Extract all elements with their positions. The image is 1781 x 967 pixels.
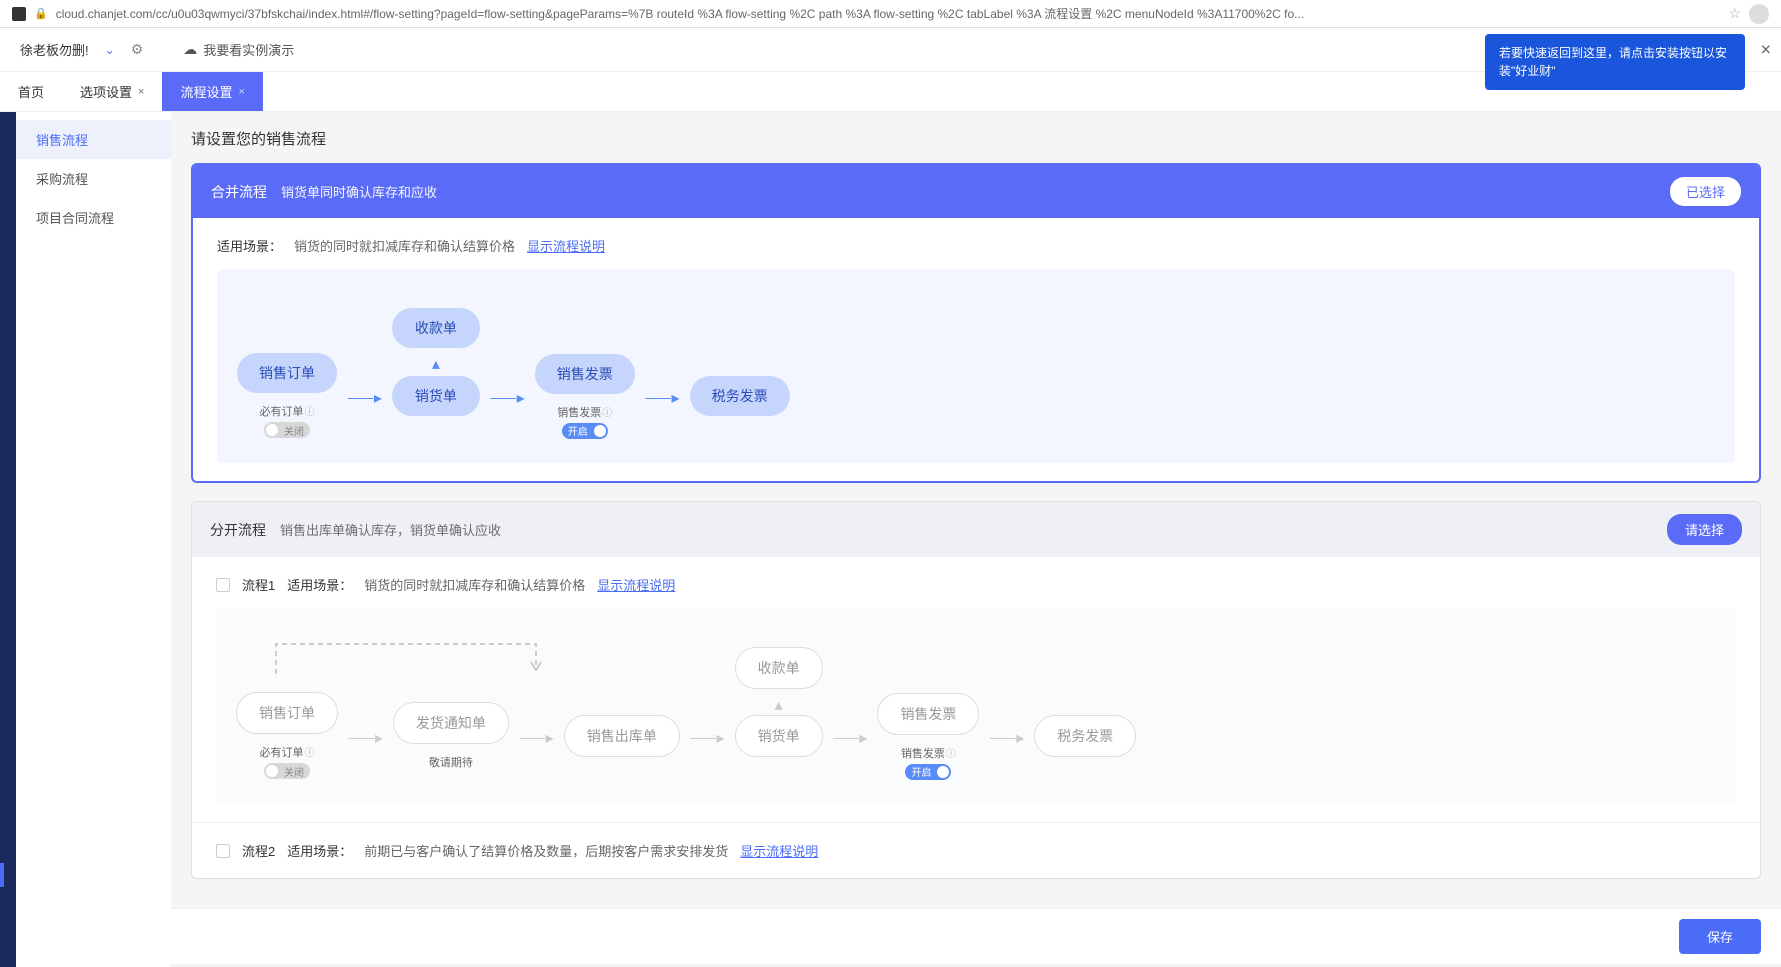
split-flow-card: 分开流程 销售出库单确认库存，销货单确认应收 请选择 流程1 适用场景： 销货的… — [191, 501, 1761, 879]
merged-flow-title: 合并流程 — [211, 182, 267, 202]
user-dropdown-label[interactable]: 徐老板勿删! — [20, 40, 89, 59]
node-sales: 销货单 — [735, 715, 823, 757]
merged-flow-header: 合并流程 销货单同时确认库存和应收 已选择 — [193, 165, 1759, 218]
browser-avatar[interactable] — [1749, 4, 1769, 24]
close-icon[interactable]: × — [1760, 39, 1771, 60]
help-icon[interactable]: ⓘ — [305, 407, 315, 418]
order-toggle[interactable] — [264, 763, 310, 779]
merged-flow-desc: 销货单同时确认库存和应收 — [281, 182, 1670, 201]
merged-diagram: 销售订单 必有订单ⓘ ⸺▸ 收款单 ▴ 销货单 — [217, 269, 1735, 463]
scenario-label: 适用场景： — [287, 841, 352, 860]
flow2-label: 流程2 — [242, 841, 275, 860]
show-flow-link[interactable]: 显示流程说明 — [527, 236, 605, 255]
show-flow-link[interactable]: 显示流程说明 — [740, 841, 818, 860]
chevron-down-icon[interactable]: ⌄ — [105, 43, 115, 57]
scenario-label: 适用场景： — [287, 575, 352, 594]
tab-options[interactable]: 选项设置 × — [62, 72, 162, 111]
demo-text: 我要看实例演示 — [203, 40, 294, 59]
help-icon[interactable]: ⓘ — [305, 748, 315, 759]
scenario-label: 适用场景： — [217, 236, 282, 255]
arrow-icon: ⸺▸ — [490, 384, 525, 408]
page-title: 请设置您的销售流程 — [191, 128, 1761, 149]
node-delivery-notify: 发货通知单 — [393, 702, 509, 744]
left-nav-strip — [0, 112, 16, 967]
save-button[interactable]: 保存 — [1679, 919, 1761, 954]
invoice-toggle[interactable] — [562, 423, 608, 439]
arrow-icon: ⸺▸ — [348, 724, 383, 748]
merged-scenario-row: 适用场景： 销货的同时就扣减库存和确认结算价格 显示流程说明 — [217, 236, 1735, 255]
node-sales: 销货单 — [392, 376, 480, 416]
tab-home[interactable]: 首页 — [0, 72, 62, 111]
node-sales-order: 销售订单 — [237, 353, 337, 393]
top-bar: 徐老板勿删! ⌄ ⚙ ☁ 我要看实例演示 若要快速返回到这里，请点击安装按钮以安… — [0, 28, 1781, 72]
flow1-label: 流程1 — [242, 575, 275, 594]
split-flow-title: 分开流程 — [210, 520, 266, 540]
node-receipt: 收款单 — [735, 647, 823, 689]
left-strip-indicator — [0, 863, 4, 887]
content-area: 请设置您的销售流程 合并流程 销货单同时确认库存和应收 已选择 适用场景： 销货… — [171, 112, 1781, 967]
node-invoice: 销售发票 — [877, 693, 979, 735]
node-tax-invoice: 税务发票 — [690, 376, 790, 416]
gear-icon[interactable]: ⚙ — [131, 41, 144, 58]
site-icon — [12, 7, 26, 21]
install-notification: 若要快速返回到这里，请点击安装按钮以安装"好业财" — [1485, 34, 1745, 90]
node-invoice: 销售发票 — [535, 354, 635, 394]
node-sales-order: 销售订单 — [236, 692, 338, 734]
demo-link[interactable]: ☁ 我要看实例演示 — [183, 40, 294, 59]
browser-bar: 🔒 cloud.chanjet.com/cc/u0u03qwmyci/37bfs… — [0, 0, 1781, 28]
flow1-checkbox[interactable] — [216, 578, 230, 592]
arrow-icon: ⸺▸ — [645, 384, 680, 408]
star-icon[interactable]: ☆ — [1728, 5, 1741, 22]
scenario-text: 销货的同时就扣减库存和确认结算价格 — [294, 236, 515, 255]
arrow-icon: ⸺▸ — [519, 724, 554, 748]
help-icon[interactable]: ⓘ — [946, 749, 956, 760]
arrow-icon: ⸺▸ — [833, 724, 868, 748]
help-icon[interactable]: ⓘ — [602, 408, 612, 419]
arrow-icon: ⸺▸ — [347, 384, 382, 408]
flow1-diagram: 销售订单 必有订单ⓘ ⸺▸ 发货通知单 敬请期待 — [216, 608, 1736, 804]
sidebar-item-project-contract-flow[interactable]: 项目合同流程 — [16, 198, 171, 237]
node-outbound: 销售出库单 — [564, 715, 680, 757]
url-text: cloud.chanjet.com/cc/u0u03qwmyci/37bfskc… — [56, 5, 1721, 22]
cloud-icon: ☁ — [183, 41, 197, 58]
sidebar-item-sales-flow[interactable]: 销售流程 — [16, 120, 171, 159]
order-toggle[interactable] — [264, 422, 310, 438]
lock-icon: 🔒 — [34, 7, 48, 20]
split-flow-desc: 销售出库单确认库存，销货单确认应收 — [280, 520, 1667, 539]
tab-close-icon[interactable]: × — [238, 86, 244, 98]
arrow-up-icon: ▴ — [775, 695, 783, 715]
arrow-icon: ⸺▸ — [690, 724, 725, 748]
sidebar-item-purchase-flow[interactable]: 采购流程 — [16, 159, 171, 198]
sidebar: 销售流程 采购流程 项目合同流程 — [16, 112, 171, 967]
flow2-block: 流程2 适用场景： 前期已与客户确认了结算价格及数量，后期按客户需求安排发货 显… — [192, 822, 1760, 878]
flow2-checkbox[interactable] — [216, 844, 230, 858]
dashed-arrow — [266, 636, 556, 676]
selected-badge: 已选择 — [1670, 177, 1741, 206]
tab-close-icon[interactable]: × — [138, 86, 144, 98]
scenario-text: 销货的同时就扣减库存和确认结算价格 — [364, 575, 585, 594]
arrow-up-icon: ▴ — [432, 354, 440, 374]
merged-flow-card: 合并流程 销货单同时确认库存和应收 已选择 适用场景： 销货的同时就扣减库存和确… — [191, 163, 1761, 483]
footer-bar: 保存 — [171, 908, 1781, 964]
node-tax-invoice: 税务发票 — [1034, 715, 1136, 757]
invoice-toggle[interactable] — [905, 764, 951, 780]
select-button[interactable]: 请选择 — [1667, 514, 1742, 545]
flow1-block: 流程1 适用场景： 销货的同时就扣减库存和确认结算价格 显示流程说明 销售订单 — [192, 557, 1760, 822]
scenario-text: 前期已与客户确认了结算价格及数量，后期按客户需求安排发货 — [364, 841, 728, 860]
split-flow-header: 分开流程 销售出库单确认库存，销货单确认应收 请选择 — [192, 502, 1760, 557]
node-receipt: 收款单 — [392, 308, 480, 348]
tab-flow-settings[interactable]: 流程设置 × — [162, 72, 262, 111]
show-flow-link[interactable]: 显示流程说明 — [597, 575, 675, 594]
arrow-icon: ⸺▸ — [989, 724, 1024, 748]
